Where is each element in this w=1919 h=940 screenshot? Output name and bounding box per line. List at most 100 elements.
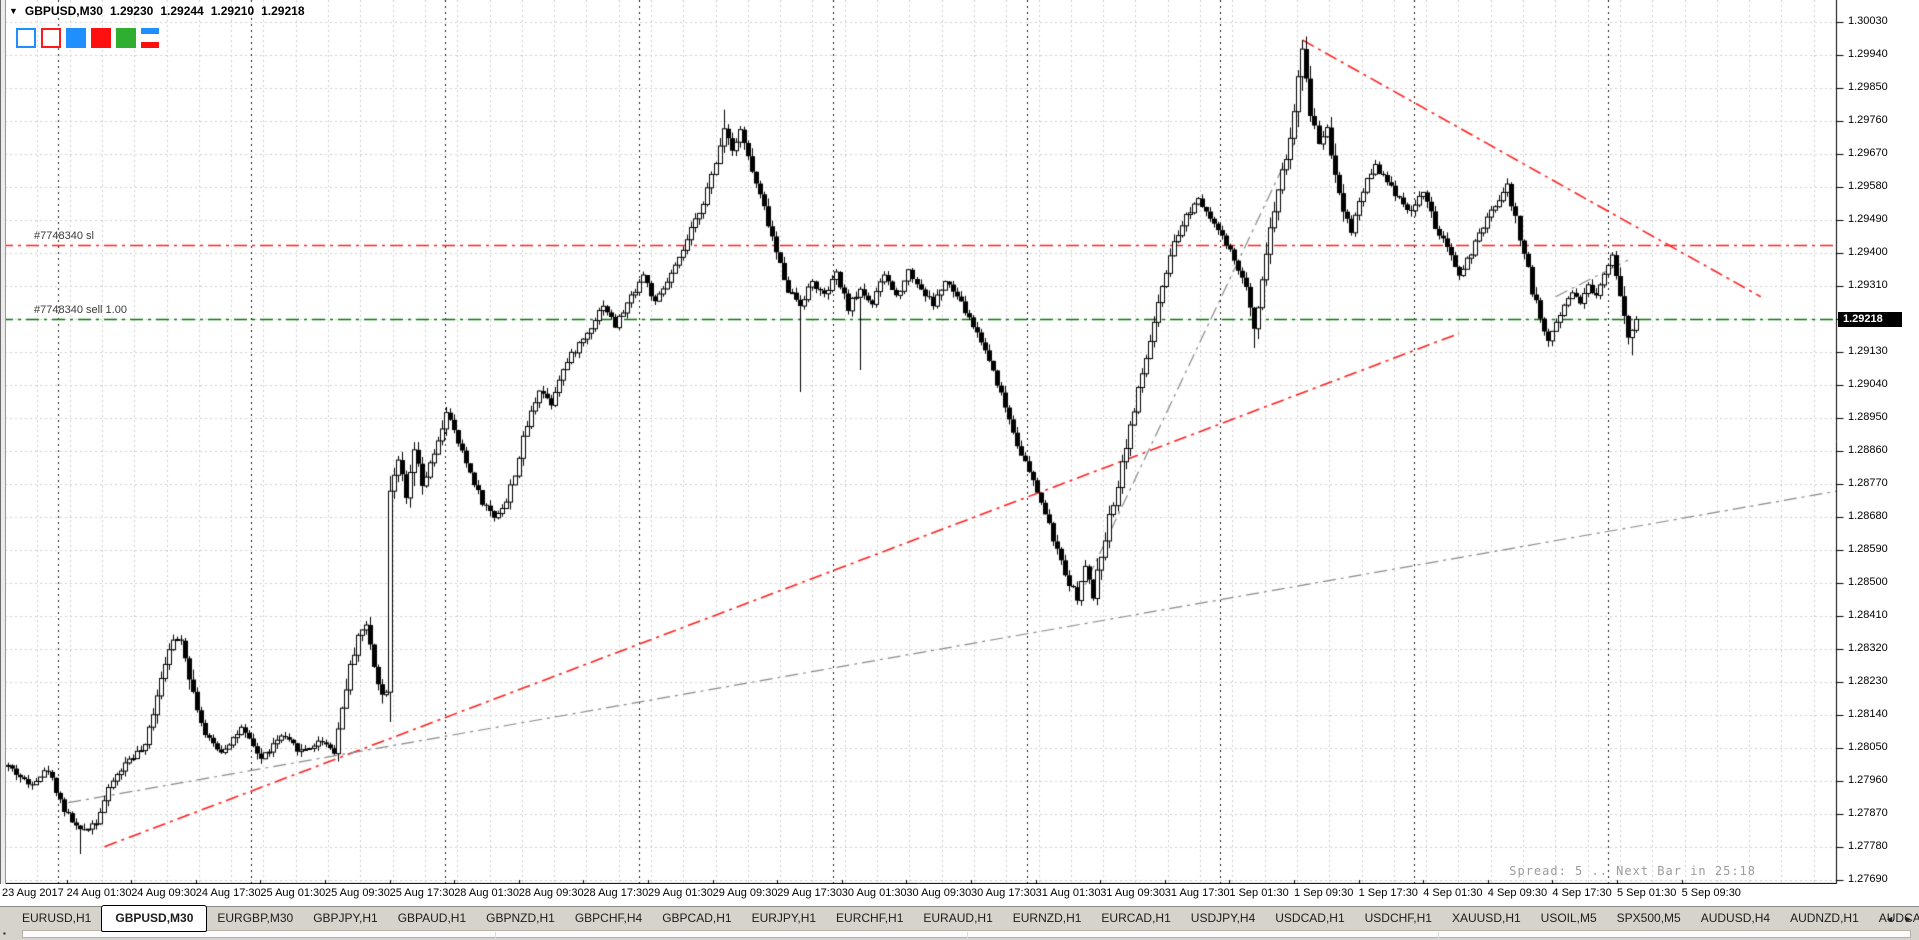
tab-eurchf-h1[interactable]: EURCHF,H1 (836, 911, 904, 925)
tab-scroll-arrows: ◄ ► (1885, 907, 1913, 930)
price-axis-label: 1.29490 (1848, 212, 1888, 225)
chart-title: ▼ GBPUSD,M30 1.29230 1.29244 1.29210 1.2… (9, 3, 305, 19)
bottom-scroll-strip[interactable]: ▪ (0, 929, 1919, 940)
swatch-fill-red[interactable] (91, 28, 111, 48)
quote-close: 1.29218 (261, 4, 305, 18)
time-axis-label: 28 Aug 01:30 (454, 887, 520, 899)
price-axis-label: 1.29760 (1848, 113, 1888, 126)
tab-audnzd-h1[interactable]: AUDNZD,H1 (1790, 911, 1859, 925)
time-axis-label: 24 Aug 17:30 (195, 887, 261, 899)
tab-euraud-h1[interactable]: EURAUD,H1 (923, 911, 993, 925)
price-axis-label: 1.28770 (1848, 476, 1888, 489)
swatch-outline-red[interactable] (41, 28, 61, 48)
tab-usoil-m5[interactable]: USOIL,M5 (1540, 911, 1597, 925)
tab-spx500-m5[interactable]: SPX500,M5 (1616, 911, 1681, 925)
time-axis-label: 1 Sep 09:30 (1294, 887, 1354, 899)
tab-eurcad-h1[interactable]: EURCAD,H1 (1101, 911, 1171, 925)
tab-gbpusd-m30[interactable]: GBPUSD,M30 (101, 905, 208, 932)
time-axis-label: 4 Sep 09:30 (1487, 887, 1548, 899)
swatch-fill-green[interactable] (116, 28, 136, 48)
tab-eurusd-h1[interactable]: EURUSD,H1 (22, 911, 92, 925)
price-axis-label: 1.28230 (1848, 674, 1888, 687)
price-axis-label: 1.29310 (1848, 278, 1888, 291)
tab-gbpaud-h1[interactable]: GBPAUD,H1 (397, 911, 467, 925)
tab-eurnzd-h1[interactable]: EURNZD,H1 (1012, 911, 1082, 925)
price-axis-label: 1.27780 (1848, 839, 1888, 852)
price-axis-label: 1.29670 (1848, 146, 1888, 159)
price-axis-label: 1.28500 (1848, 575, 1888, 588)
tab-usdjpy-h4[interactable]: USDJPY,H4 (1190, 911, 1256, 925)
time-axis-label: 25 Aug 09:30 (325, 887, 390, 899)
price-axis-label: 1.30030 (1848, 14, 1888, 27)
tab-eurjpy-h1[interactable]: EURJPY,H1 (751, 911, 817, 925)
time-axis-label: 29 Aug 17:30 (777, 887, 843, 899)
swatch-bars-blue-red[interactable] (141, 28, 161, 48)
price-axis-label: 1.29130 (1848, 344, 1888, 357)
spread-nextbar-note: Spread: 5 .. Next Bar in 25:18 (1509, 864, 1756, 878)
time-axis-label: 31 Aug 01:30 (1035, 887, 1101, 899)
time-axis-label: 5 Sep 09:30 (1681, 887, 1741, 899)
tab-usdchf-h1[interactable]: USDCHF,H1 (1364, 911, 1432, 925)
divider (494, 932, 496, 940)
tab-gbpnzd-h1[interactable]: GBPNZD,H1 (486, 911, 555, 925)
divider (966, 932, 968, 940)
scroll-corner-icon: ▪ (3, 929, 6, 938)
order-line-label[interactable]: #7748340 sell 1.00 (34, 304, 127, 317)
price-axis-label: 1.28050 (1848, 740, 1888, 753)
price-axis-label: 1.29040 (1848, 377, 1888, 390)
time-axis-label: 5 Sep 01:30 (1617, 887, 1677, 899)
time-axis-label: 1 Sep 01:30 (1229, 887, 1289, 899)
tab-scroll-left-icon[interactable]: ◄ (1885, 913, 1895, 924)
tab-gbpcad-h1[interactable]: GBPCAD,H1 (662, 911, 732, 925)
time-axis-label: 28 Aug 09:30 (518, 887, 584, 899)
price-axis-label: 1.28860 (1848, 443, 1888, 456)
divider (1438, 932, 1440, 940)
horizontal-scrollbar-track[interactable] (22, 930, 1911, 940)
time-axis-label: 23 Aug 2017 (2, 887, 64, 899)
time-axis-label: 4 Sep 17:30 (1552, 887, 1612, 899)
tab-xauusd-h1[interactable]: XAUUSD,H1 (1451, 911, 1521, 925)
quote-open: 1.29230 (109, 4, 154, 18)
time-axis-label: 29 Aug 09:30 (712, 887, 778, 899)
tab-gbpchf-h4[interactable]: GBPCHF,H4 (574, 911, 643, 925)
swatch-fill-blue[interactable] (66, 28, 86, 48)
price-axis-label: 1.28950 (1848, 410, 1888, 423)
price-axis-label: 1.28680 (1848, 509, 1888, 522)
tab-gbpjpy-h1[interactable]: GBPJPY,H1 (313, 911, 378, 925)
time-axis-label: 25 Aug 17:30 (389, 887, 455, 899)
swatch-outline-blue[interactable] (16, 28, 36, 48)
order-line-label[interactable]: #7748340 sl (34, 230, 94, 243)
current-price-badge: 1.29218 (1838, 312, 1902, 328)
price-chart-canvas[interactable] (0, 0, 1919, 884)
tab-usdcad-h1[interactable]: USDCAD,H1 (1275, 911, 1345, 925)
time-axis-label: 30 Aug 17:30 (971, 887, 1036, 899)
quote-low: 1.29210 (210, 4, 255, 18)
time-axis-label: 29 Aug 01:30 (648, 887, 713, 899)
chart-symbol-period: GBPUSD,M30 (24, 4, 103, 18)
price-axis-label: 1.28590 (1848, 542, 1888, 555)
price-axis-label: 1.27960 (1848, 773, 1888, 786)
time-axis-label: 4 Sep 01:30 (1423, 887, 1483, 899)
time-axis-label: 25 Aug 01:30 (260, 887, 326, 899)
price-axis-label: 1.28140 (1848, 707, 1888, 720)
time-axis-label: 30 Aug 01:30 (841, 887, 907, 899)
price-axis-label: 1.28320 (1848, 641, 1888, 654)
price-axis-label: 1.29940 (1848, 47, 1888, 60)
quote-high: 1.29244 (160, 4, 204, 18)
time-axis-label: 1 Sep 17:30 (1358, 887, 1418, 899)
price-axis-label: 1.28410 (1848, 608, 1888, 621)
chart-tab-bar: EURUSD,H1 GBPUSD,M30 EURGBP,M30 GBPJPY,H1 GB… (0, 905, 1919, 932)
tab-audusd-h4[interactable]: AUDUSD,H4 (1700, 911, 1771, 925)
price-axis-label: 1.29400 (1848, 245, 1888, 258)
tab-eurgbp-m30[interactable]: EURGBP,M30 (217, 911, 294, 925)
time-axis-label: 24 Aug 09:30 (131, 887, 197, 899)
color-bar (141, 42, 159, 48)
tab-audcad-daily[interactable]: AUDCAD,Daily (1878, 911, 1919, 925)
color-bar (141, 28, 159, 34)
price-axis-label: 1.27870 (1848, 806, 1888, 819)
time-axis-label: 30 Aug 09:30 (906, 887, 972, 899)
object-color-swatches (16, 28, 161, 48)
one-click-collapse-icon[interactable]: ▼ (9, 6, 18, 16)
tab-scroll-right-icon[interactable]: ► (1904, 913, 1913, 924)
price-axis-label: 1.29580 (1848, 179, 1888, 192)
